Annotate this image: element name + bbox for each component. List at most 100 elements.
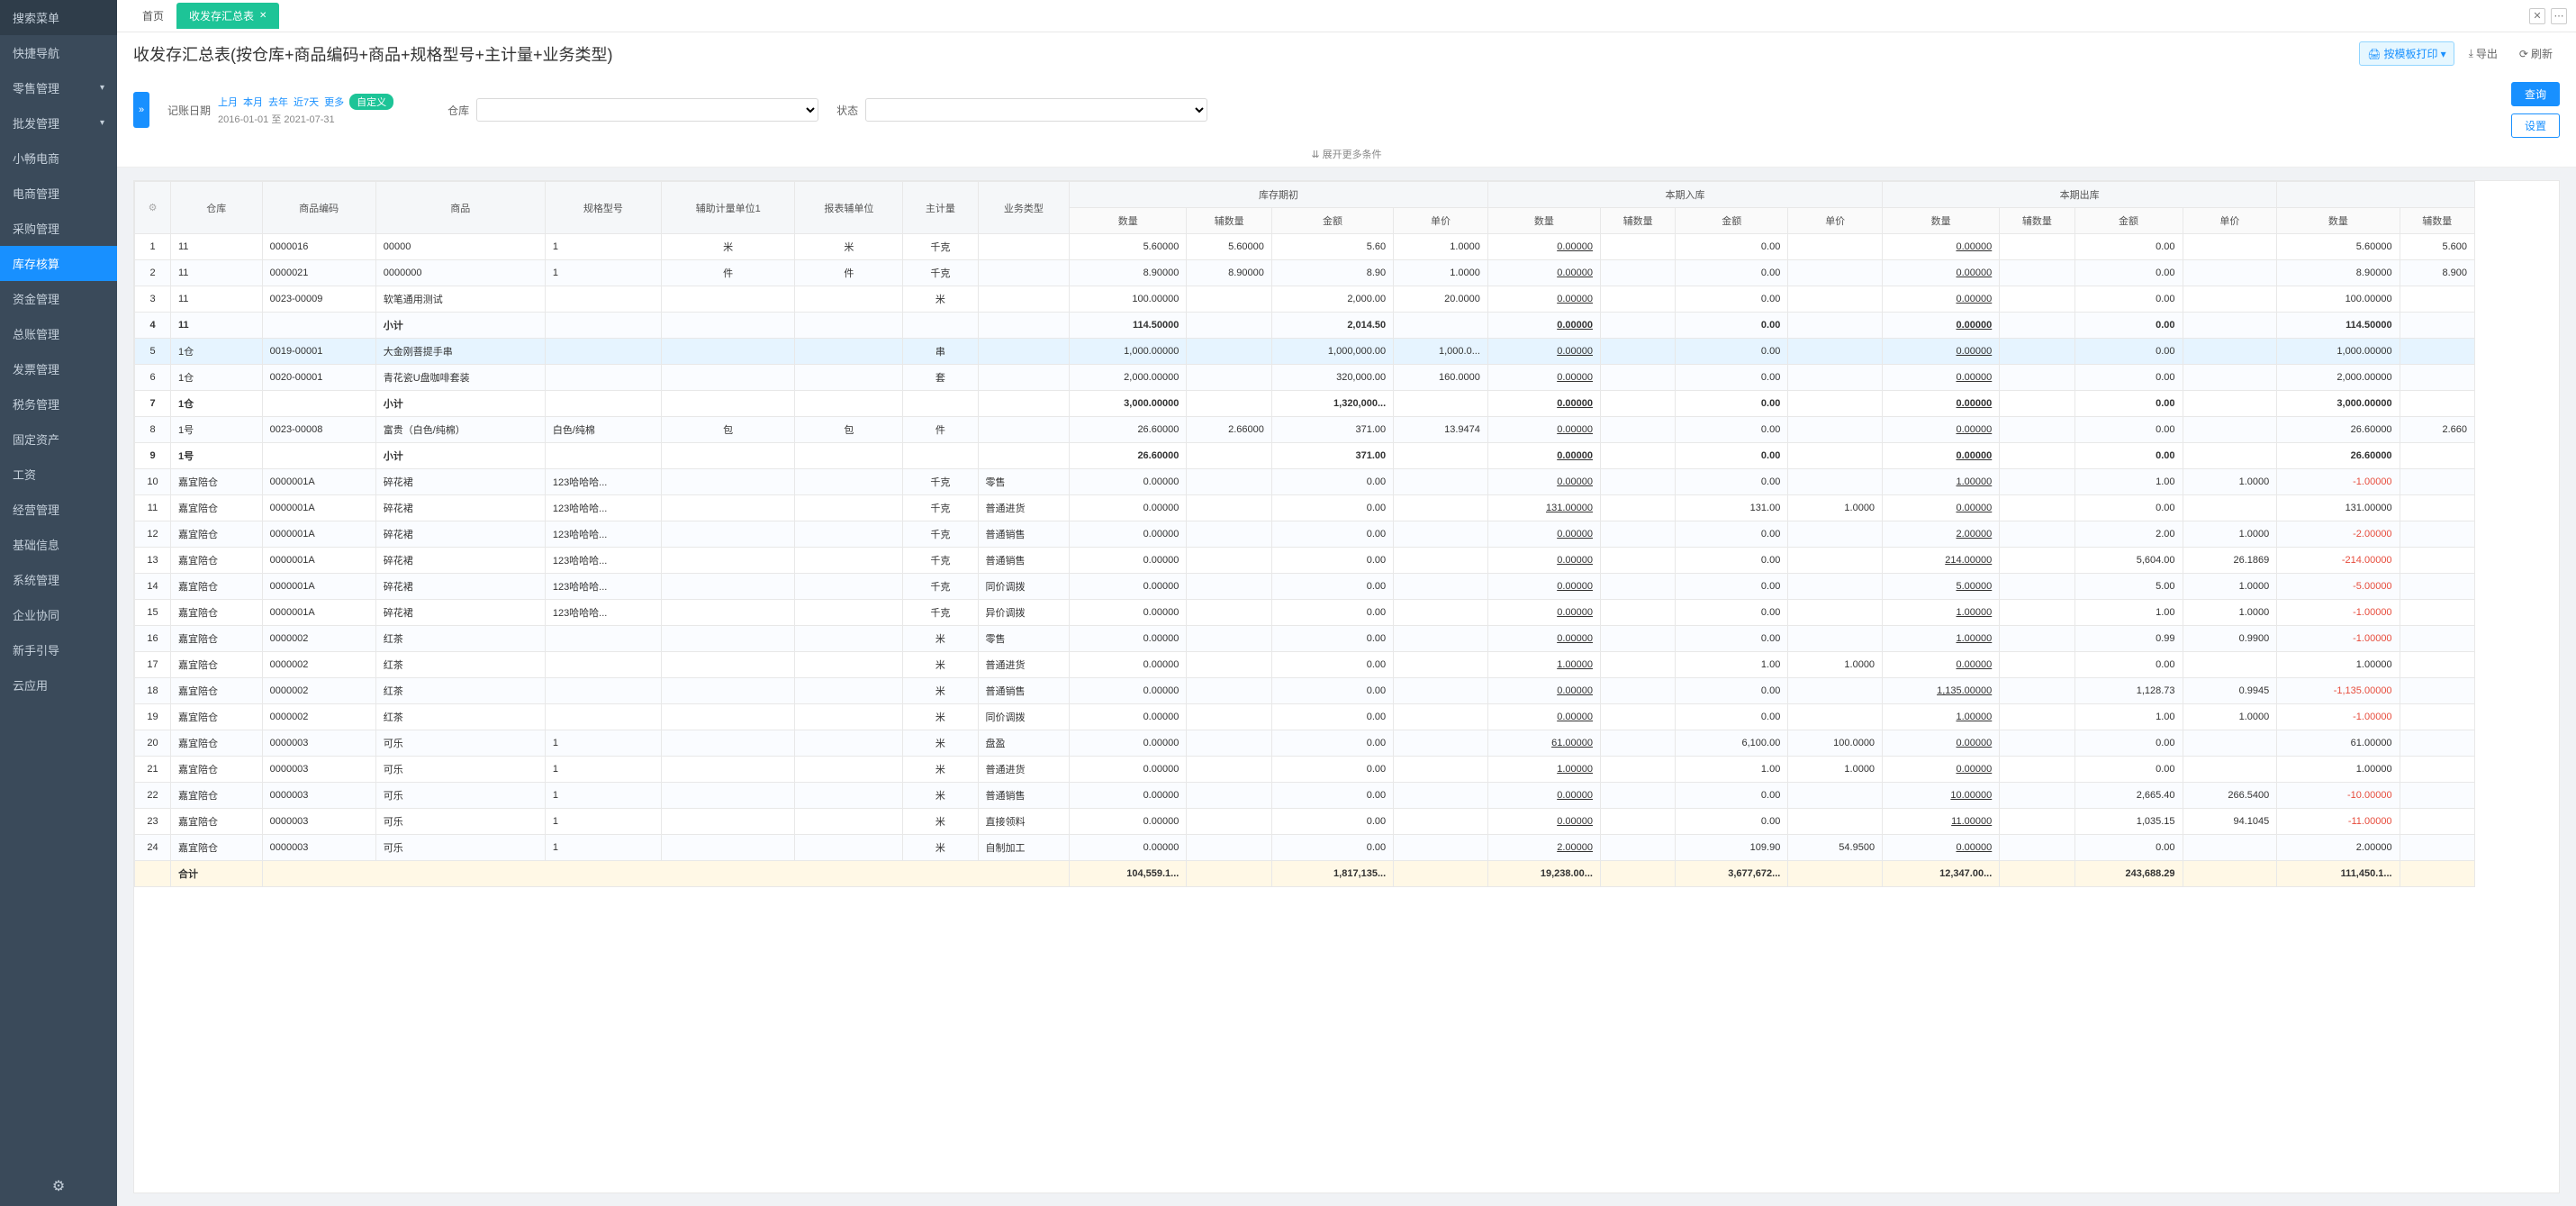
ql-last-month[interactable]: 上月 xyxy=(218,95,238,109)
ql-custom-badge[interactable]: 自定义 xyxy=(349,94,393,110)
print-template-button[interactable]: 🖨 按模板打印 ▾ xyxy=(2359,41,2454,66)
filter-date-group: 记账日期 上月 本月 去年 近7天 更多 自定义 2016-01-01 至 20… xyxy=(167,94,393,126)
sidebar-item-label: 库存核算 xyxy=(13,255,59,272)
table-row[interactable]: 91号小计26.60000371.000.000000.000.000000.0… xyxy=(135,443,2475,469)
sidebar-item-4[interactable]: 小畅电商 xyxy=(0,141,117,176)
table-row[interactable]: 19嘉宜陪仓0000002红茶米同价调拨0.000000.000.000000.… xyxy=(135,704,2475,730)
table-row[interactable]: 13嘉宜陪仓0000001A碎花裙123哈哈哈...千克普通销售0.000000… xyxy=(135,548,2475,574)
filter-collapse-toggle[interactable]: » xyxy=(133,92,149,128)
table-row[interactable]: 24嘉宜陪仓0000003可乐1米自制加工0.000000.002.000001… xyxy=(135,835,2475,861)
sidebar-item-18[interactable]: 新手引导 xyxy=(0,632,117,667)
sidebar-item-label: 电商管理 xyxy=(13,185,59,202)
table-row[interactable]: 211000002100000001件件千克8.900008.900008.90… xyxy=(135,260,2475,286)
sidebar-item-16[interactable]: 系统管理 xyxy=(0,562,117,597)
table-row[interactable]: 1110000016000001米米千克5.600005.600005.601.… xyxy=(135,234,2475,260)
tab-active[interactable]: 收发存汇总表 ✕ xyxy=(176,3,279,29)
tab-active-label: 收发存汇总表 xyxy=(189,8,254,23)
table-row[interactable]: 61仓0020-00001青花瓷U盘咖啡套装套2,000.00000320,00… xyxy=(135,365,2475,391)
tab-bar: 首页 收发存汇总表 ✕ ✕ ⋯ xyxy=(117,0,2576,32)
sidebar-item-2[interactable]: 零售管理 ▾ xyxy=(0,70,117,105)
table-row[interactable]: 3110023-00009软笔通用测试米100.000002,000.0020.… xyxy=(135,286,2475,313)
sidebar-item-label: 发票管理 xyxy=(13,360,59,377)
table-row[interactable]: 18嘉宜陪仓0000002红茶米普通销售0.000000.000.000000.… xyxy=(135,678,2475,704)
sidebar-item-15[interactable]: 基础信息 xyxy=(0,527,117,562)
group-opening: 库存期初 xyxy=(1070,182,1488,208)
query-button[interactable]: 查询 xyxy=(2511,82,2560,106)
sidebar-item-11[interactable]: 税务管理 xyxy=(0,386,117,422)
sidebar-item-17[interactable]: 企业协同 xyxy=(0,597,117,632)
sidebar-item-label: 零售管理 xyxy=(13,79,59,96)
group-inbound: 本期入库 xyxy=(1487,182,1882,208)
sidebar-item-12[interactable]: 固定资产 xyxy=(0,422,117,457)
table-row[interactable]: 15嘉宜陪仓0000001A碎花裙123哈哈哈...千克异价调拨0.000000… xyxy=(135,600,2475,626)
table-row[interactable]: 21嘉宜陪仓0000003可乐1米普通进货0.000000.001.000001… xyxy=(135,757,2475,783)
table-row[interactable]: 23嘉宜陪仓0000003可乐1米直接领料0.000000.000.000000… xyxy=(135,809,2475,835)
sidebar-item-label: 企业协同 xyxy=(13,606,59,623)
expand-more-filters[interactable]: ⇊ 展开更多条件 xyxy=(117,141,2576,168)
page-title: 收发存汇总表(按仓库+商品编码+商品+规格型号+主计量+业务类型) xyxy=(133,42,613,66)
sidebar-item-label: 税务管理 xyxy=(13,395,59,413)
col-invunit: 报表辅单位 xyxy=(795,182,903,234)
filter-settings-button[interactable]: 设置 xyxy=(2511,113,2560,138)
sidebar-item-1[interactable]: 快捷导航 xyxy=(0,35,117,70)
sidebar-item-label: 总账管理 xyxy=(13,325,59,342)
ql-this-month[interactable]: 本月 xyxy=(243,95,263,109)
col-aux1: 辅助计量单位1 xyxy=(661,182,794,234)
refresh-button[interactable]: ⟳ 刷新 xyxy=(2512,42,2560,65)
sidebar-item-label: 小畅电商 xyxy=(13,150,59,167)
tab-more[interactable]: ⋯ xyxy=(2551,8,2567,24)
table-row[interactable]: 12嘉宜陪仓0000001A碎花裙123哈哈哈...千克普通销售0.000000… xyxy=(135,521,2475,548)
table-row[interactable]: 10嘉宜陪仓0000001A碎花裙123哈哈哈...千克零售0.000000.0… xyxy=(135,469,2475,495)
table-row[interactable]: 14嘉宜陪仓0000001A碎花裙123哈哈哈...千克同价调拨0.000000… xyxy=(135,574,2475,600)
group-next xyxy=(2277,182,2475,208)
table-row[interactable]: 20嘉宜陪仓0000003可乐1米盘盈0.000000.0061.000006,… xyxy=(135,730,2475,757)
data-table-container[interactable]: ⚙ 仓库 商品编码 商品 规格型号 辅助计量单位1 报表辅单位 主计量 业务类型… xyxy=(133,180,2560,1193)
export-button[interactable]: ⤓ 导出 xyxy=(2462,42,2505,65)
table-row[interactable]: 71仓小计3,000.000001,320,000...0.000000.000… xyxy=(135,391,2475,417)
table-row[interactable]: 411小计114.500002,014.500.000000.000.00000… xyxy=(135,313,2475,339)
col-biztype: 业务类型 xyxy=(978,182,1070,234)
filter-buttons: 查询 设置 xyxy=(2511,82,2560,138)
sidebar-item-5[interactable]: 电商管理 xyxy=(0,176,117,211)
sidebar-item-13[interactable]: 工资 xyxy=(0,457,117,492)
sidebar-item-9[interactable]: 总账管理 xyxy=(0,316,117,351)
status-select[interactable] xyxy=(865,98,1207,122)
export-icon: ⤓ xyxy=(2469,47,2473,60)
table-row[interactable]: 11嘉宜陪仓0000001A碎花裙123哈哈哈...千克普通进货0.000000… xyxy=(135,495,2475,521)
printer-icon: 🖨 xyxy=(2367,48,2381,60)
col-product: 商品 xyxy=(375,182,545,234)
filter-status-label: 状态 xyxy=(836,103,858,118)
table-row[interactable]: 17嘉宜陪仓0000002红茶米普通进货0.000000.001.000001.… xyxy=(135,652,2475,678)
sidebar-item-label: 固定资产 xyxy=(13,431,59,448)
settings-gear-icon[interactable]: ⚙ xyxy=(52,1179,65,1194)
sidebar-item-0[interactable]: 搜索菜单 xyxy=(0,0,117,35)
sidebar-item-10[interactable]: 发票管理 xyxy=(0,351,117,386)
table-row[interactable]: 16嘉宜陪仓0000002红茶米零售0.000000.000.000000.00… xyxy=(135,626,2475,652)
sidebar-item-label: 云应用 xyxy=(13,676,48,694)
sidebar-item-label: 搜索菜单 xyxy=(13,9,59,26)
table-row[interactable]: 22嘉宜陪仓0000003可乐1米普通销售0.000000.000.000000… xyxy=(135,783,2475,809)
warehouse-select[interactable] xyxy=(476,98,818,122)
column-settings-icon[interactable]: ⚙ xyxy=(135,182,171,234)
tab-close-icon[interactable]: ✕ xyxy=(259,11,267,21)
sidebar-item-label: 经营管理 xyxy=(13,501,59,518)
ql-last-year[interactable]: 去年 xyxy=(268,95,288,109)
ql-more[interactable]: 更多 xyxy=(324,95,344,109)
tab-close-all[interactable]: ✕ xyxy=(2529,8,2545,24)
filter-date-label: 记账日期 xyxy=(167,103,211,118)
chevron-down-icon: ▾ xyxy=(100,83,104,93)
sidebar-item-7[interactable]: 库存核算 xyxy=(0,246,117,281)
ql-7days[interactable]: 近7天 xyxy=(294,95,319,109)
sidebar-item-6[interactable]: 采购管理 xyxy=(0,211,117,246)
date-quick-links: 上月 本月 去年 近7天 更多 自定义 xyxy=(218,94,393,110)
page-actions: 🖨 按模板打印 ▾ ⤓ 导出 ⟳ 刷新 xyxy=(2359,41,2560,66)
tab-home[interactable]: 首页 xyxy=(130,3,176,29)
sidebar-item-3[interactable]: 批发管理▾ xyxy=(0,105,117,141)
filter-status-group: 状态 xyxy=(836,98,1207,122)
col-product-code: 商品编码 xyxy=(262,182,375,234)
table-row[interactable]: 51仓0019-00001大金刚菩提手串串1,000.000001,000,00… xyxy=(135,339,2475,365)
sidebar-item-14[interactable]: 经营管理 xyxy=(0,492,117,527)
sidebar-item-8[interactable]: 资金管理 xyxy=(0,281,117,316)
table-row[interactable]: 81号0023-00008富贵（白色/纯棉）白色/纯棉包包件26.600002.… xyxy=(135,417,2475,443)
sidebar-item-19[interactable]: 云应用 xyxy=(0,667,117,703)
